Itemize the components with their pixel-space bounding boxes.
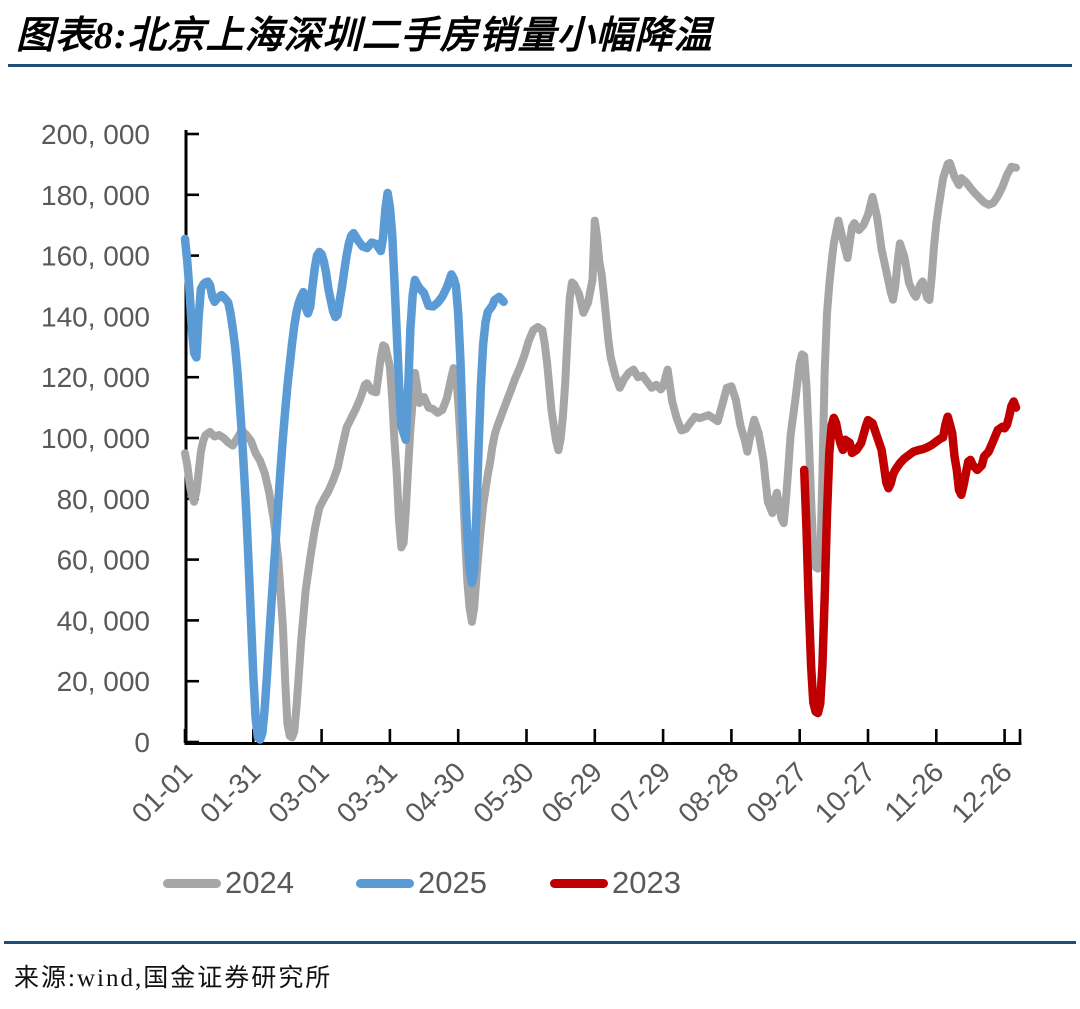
svg-text:180, 000: 180, 000 — [41, 180, 150, 211]
source-note: 来源:wind,国金证券研究所 — [14, 965, 333, 992]
legend-swatch-2023-icon — [550, 878, 608, 888]
svg-text:10-27: 10-27 — [809, 756, 882, 829]
svg-text:0: 0 — [134, 727, 150, 758]
svg-text:140, 000: 140, 000 — [41, 301, 150, 332]
legend-item-2025: 2025 — [356, 863, 487, 903]
svg-text:20, 000: 20, 000 — [57, 666, 150, 697]
legend-swatch-2024-icon — [163, 878, 221, 888]
legend-label-2023: 2023 — [612, 865, 681, 900]
svg-text:03-31: 03-31 — [331, 756, 404, 829]
chart-legend: 2024 2025 2023 — [0, 863, 1080, 903]
svg-text:06-29: 06-29 — [535, 756, 608, 829]
legend-label-2024: 2024 — [225, 865, 294, 900]
svg-text:08-28: 08-28 — [672, 756, 745, 829]
svg-text:11-26: 11-26 — [878, 756, 949, 827]
legend-label-2025: 2025 — [418, 865, 487, 900]
svg-text:160, 000: 160, 000 — [41, 241, 150, 272]
footer-divider — [4, 941, 1076, 944]
svg-text:07-29: 07-29 — [604, 756, 677, 829]
svg-text:01-31: 01-31 — [194, 756, 267, 829]
svg-text:40, 000: 40, 000 — [57, 605, 150, 636]
svg-text:100, 000: 100, 000 — [41, 423, 150, 454]
title-divider — [8, 64, 1072, 67]
svg-text:01-01: 01-01 — [126, 756, 199, 829]
svg-text:60, 000: 60, 000 — [57, 545, 150, 576]
svg-text:200, 000: 200, 000 — [41, 119, 150, 150]
svg-text:05-30: 05-30 — [467, 756, 540, 829]
svg-text:04-30: 04-30 — [399, 756, 472, 829]
legend-item-2024: 2024 — [163, 863, 294, 903]
legend-item-2023: 2023 — [550, 863, 681, 903]
svg-text:80, 000: 80, 000 — [57, 484, 150, 515]
svg-text:12-26: 12-26 — [945, 756, 1018, 829]
svg-text:09-27: 09-27 — [740, 756, 813, 829]
chart-title: 图表8:北京上海深圳二手房销量小幅降温 — [16, 15, 713, 57]
svg-text:120, 000: 120, 000 — [41, 362, 150, 393]
svg-text:03-01: 03-01 — [262, 756, 335, 829]
legend-swatch-2025-icon — [356, 878, 414, 888]
